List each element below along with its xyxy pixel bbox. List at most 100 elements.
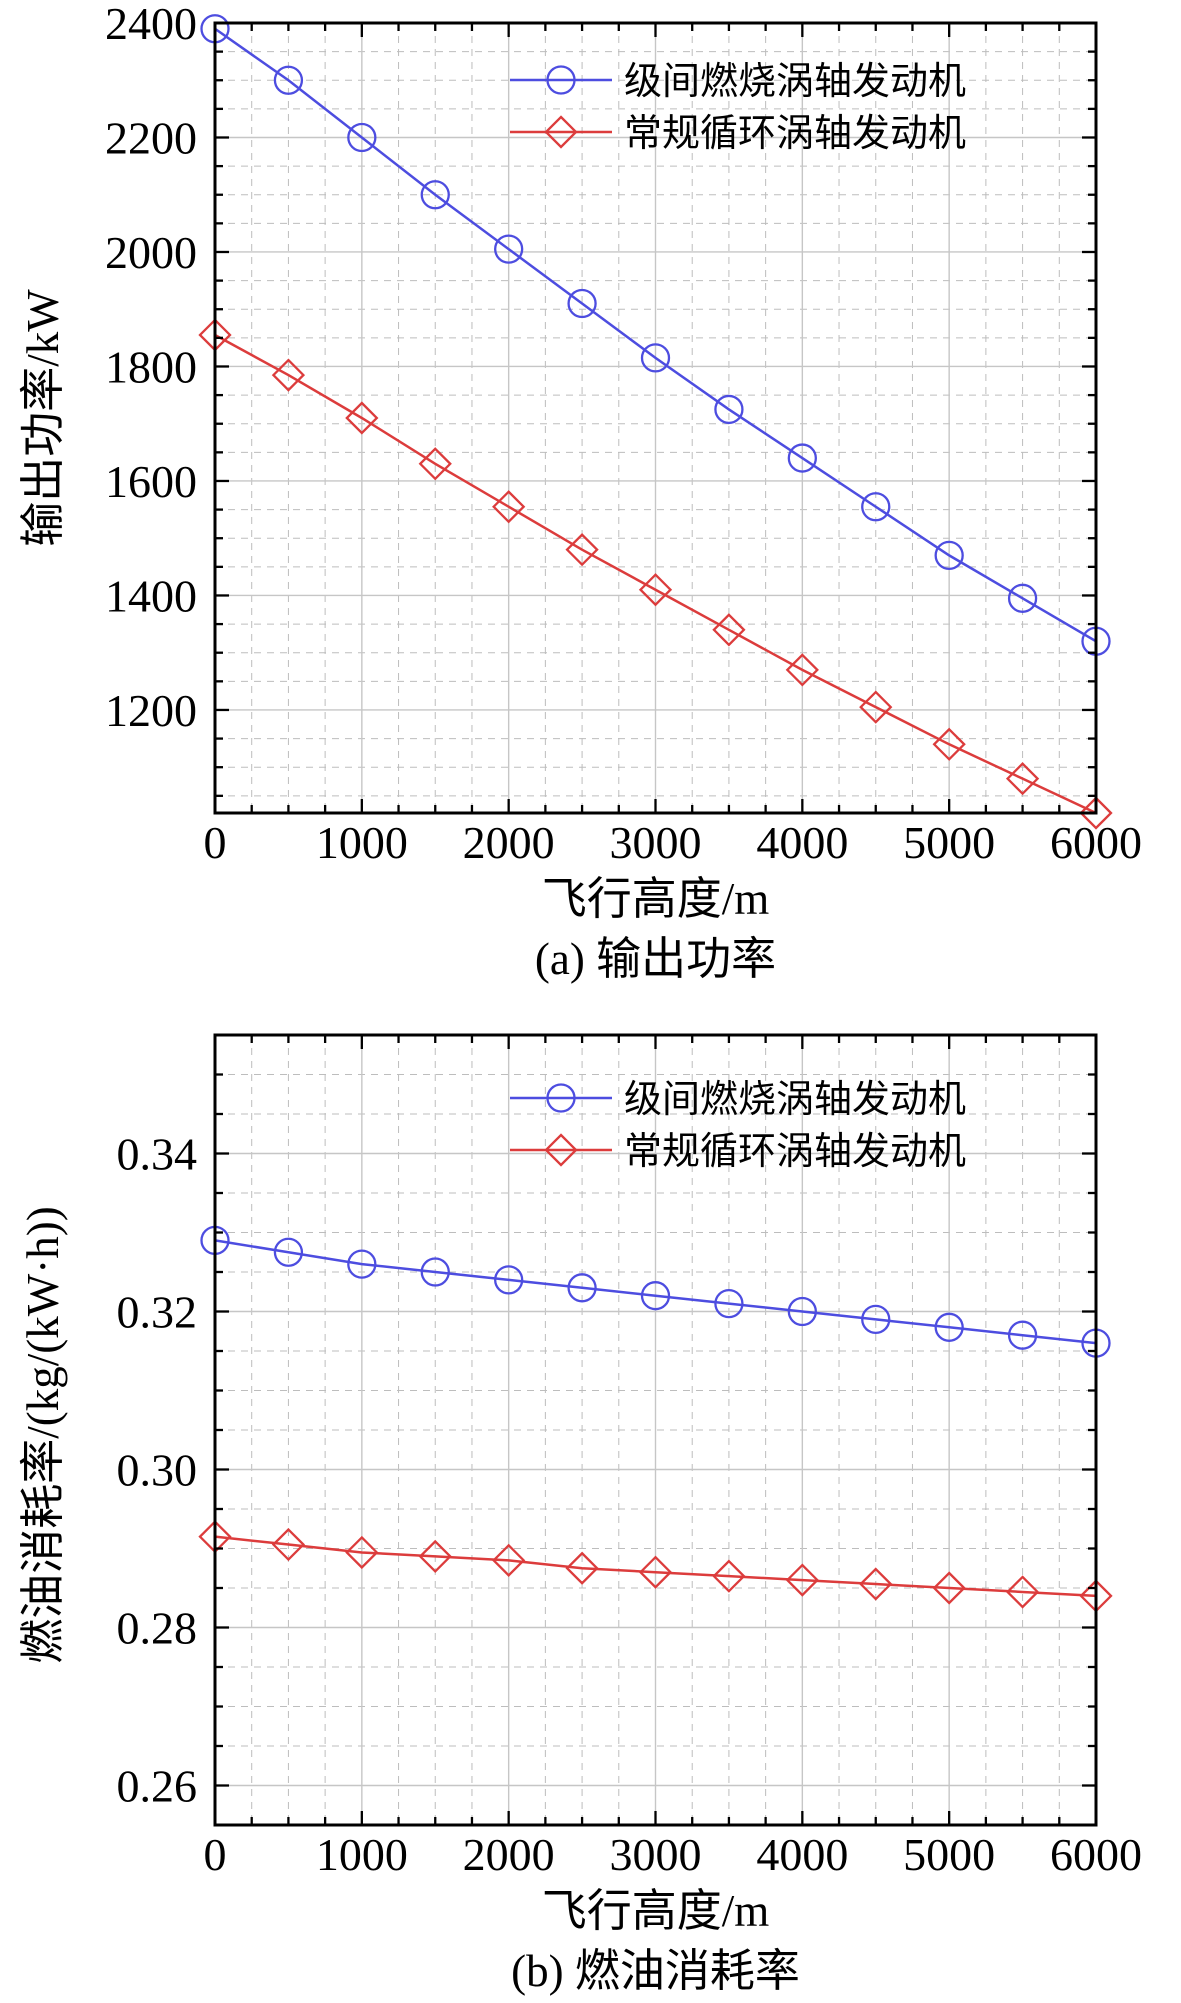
x-tick-label: 1000 [316, 817, 408, 868]
series-1 [198, 318, 1113, 830]
data-point-marker [861, 1304, 891, 1335]
data-point-marker [492, 1543, 526, 1577]
y-tick-label: 1800 [105, 341, 197, 392]
x-axis-tick-labels: 0 1000 2000 3000 4000 5000 6000 [204, 1829, 1143, 1880]
y-tick-label: 0.26 [117, 1761, 198, 1812]
data-point-marker [565, 1551, 599, 1585]
data-point-marker [712, 1559, 746, 1593]
x-tick-label: 3000 [610, 1829, 702, 1880]
y-axis-tick-labels: 1200 1400 1600 1800 2000 2200 2400 [105, 0, 197, 736]
x-tick-label: 5000 [903, 817, 995, 868]
series-0 [200, 14, 1111, 656]
y-tick-label: 1200 [105, 685, 197, 736]
data-point-marker [345, 1535, 379, 1570]
x-tick-label: 2000 [463, 1829, 555, 1880]
legend-circle-marker-icon [546, 65, 576, 95]
x-tick-label: 2000 [463, 817, 555, 868]
data-point-marker [640, 343, 671, 373]
data-point-marker [565, 533, 599, 567]
fuel-consumption-chart: 0.26 0.28 0.30 0.32 0.34 0 1000 2000 3000 4000 500… [0, 990, 1181, 2003]
x-tick-label: 0 [204, 817, 227, 868]
y-axis-title: 燃油消耗率/(kg/(kW·h)) [18, 1206, 68, 1663]
y-tick-label: 0.28 [117, 1603, 198, 1654]
data-point-marker [932, 1571, 966, 1605]
y-tick-label: 0.30 [117, 1445, 198, 1496]
x-axis-title: 飞行高度/m [542, 1886, 770, 1936]
y-tick-label: 1400 [105, 570, 197, 621]
legend-diamond-marker-icon [544, 115, 578, 149]
y-tick-label: 1600 [105, 456, 197, 507]
output-power-chart: 1200 1400 1600 1800 2000 2200 2400 0 1000 2000 300… [0, 0, 1181, 990]
y-tick-label: 0.34 [117, 1129, 198, 1180]
axis-ticks [213, 1033, 1098, 1827]
data-point-marker [861, 492, 891, 522]
legend-label: 级间燃烧涡轴发动机 [624, 61, 966, 103]
series-1 [198, 1520, 1113, 1613]
x-tick-label: 1000 [316, 1829, 408, 1880]
y-tick-label: 2000 [105, 227, 197, 278]
data-point-marker [640, 1281, 671, 1311]
data-point-marker [347, 1249, 377, 1279]
data-point-marker [420, 1257, 450, 1287]
axis-ticks [213, 21, 1098, 813]
series-line [214, 333, 1097, 815]
series-line [214, 1535, 1097, 1598]
legend-diamond-marker-icon [544, 1133, 578, 1167]
data-point-marker [345, 401, 379, 435]
data-point-marker [934, 540, 964, 571]
x-axis-title: 飞行高度/m [542, 874, 770, 924]
data-point-marker [1007, 1320, 1038, 1350]
data-point-marker [859, 1567, 893, 1601]
x-tick-label: 6000 [1050, 817, 1142, 868]
series-line [214, 1239, 1097, 1345]
data-point-marker [1079, 796, 1113, 830]
y-axis-tick-labels: 0.26 0.28 0.30 0.32 0.34 [117, 1129, 198, 1812]
legend-label: 常规循环涡轴发动机 [624, 113, 966, 155]
y-axis-title: 输出功率/kW [18, 289, 68, 547]
data-point-marker [1005, 762, 1040, 796]
data-point-marker [787, 443, 817, 473]
data-point-marker [273, 1237, 304, 1267]
output-power-chart-canvas: 1200 1400 1600 1800 2000 2200 2400 0 1000 2000 300… [18, 0, 1143, 984]
data-point-marker [1005, 1575, 1040, 1609]
legend-label: 级间燃烧涡轴发动机 [624, 1079, 966, 1121]
data-point-marker [714, 1288, 744, 1319]
data-point-marker [787, 1296, 817, 1327]
data-point-marker [1007, 583, 1038, 613]
x-tick-label: 6000 [1050, 1829, 1142, 1880]
data-point-marker [638, 573, 673, 607]
data-point-marker [567, 288, 597, 319]
data-point-marker [785, 1563, 819, 1597]
data-point-marker [859, 690, 893, 724]
data-point-marker [418, 447, 452, 481]
chart-caption: (a) 输出功率 [535, 934, 776, 984]
data-point-marker [271, 1527, 306, 1562]
x-tick-label: 4000 [756, 817, 848, 868]
fuel-consumption-chart-canvas: 0.26 0.28 0.30 0.32 0.34 0 1000 2000 3000 4000 500… [18, 1033, 1143, 1996]
data-point-marker [934, 1312, 964, 1342]
data-point-marker [638, 1555, 673, 1589]
x-axis-tick-labels: 0 1000 2000 3000 4000 5000 6000 [204, 817, 1143, 868]
x-tick-label: 3000 [610, 817, 702, 868]
x-tick-label: 4000 [756, 1829, 848, 1880]
y-tick-label: 2400 [105, 0, 197, 49]
y-tick-label: 2200 [105, 112, 197, 163]
data-point-marker [494, 234, 524, 264]
data-point-marker [271, 358, 306, 392]
series-line [214, 27, 1097, 643]
data-point-marker [273, 65, 304, 95]
series-0 [200, 1225, 1111, 1358]
legend-circle-marker-icon [546, 1083, 576, 1113]
data-point-marker [785, 653, 819, 687]
data-point-marker [418, 1539, 452, 1574]
y-tick-label: 0.32 [117, 1287, 198, 1338]
data-point-marker [712, 613, 746, 647]
x-tick-label: 5000 [903, 1829, 995, 1880]
major-gridlines [215, 1035, 1096, 1825]
legend-label: 常规循环涡轴发动机 [624, 1131, 966, 1173]
data-point-marker [347, 122, 377, 153]
data-point-marker [492, 490, 526, 524]
data-point-marker [714, 394, 744, 425]
